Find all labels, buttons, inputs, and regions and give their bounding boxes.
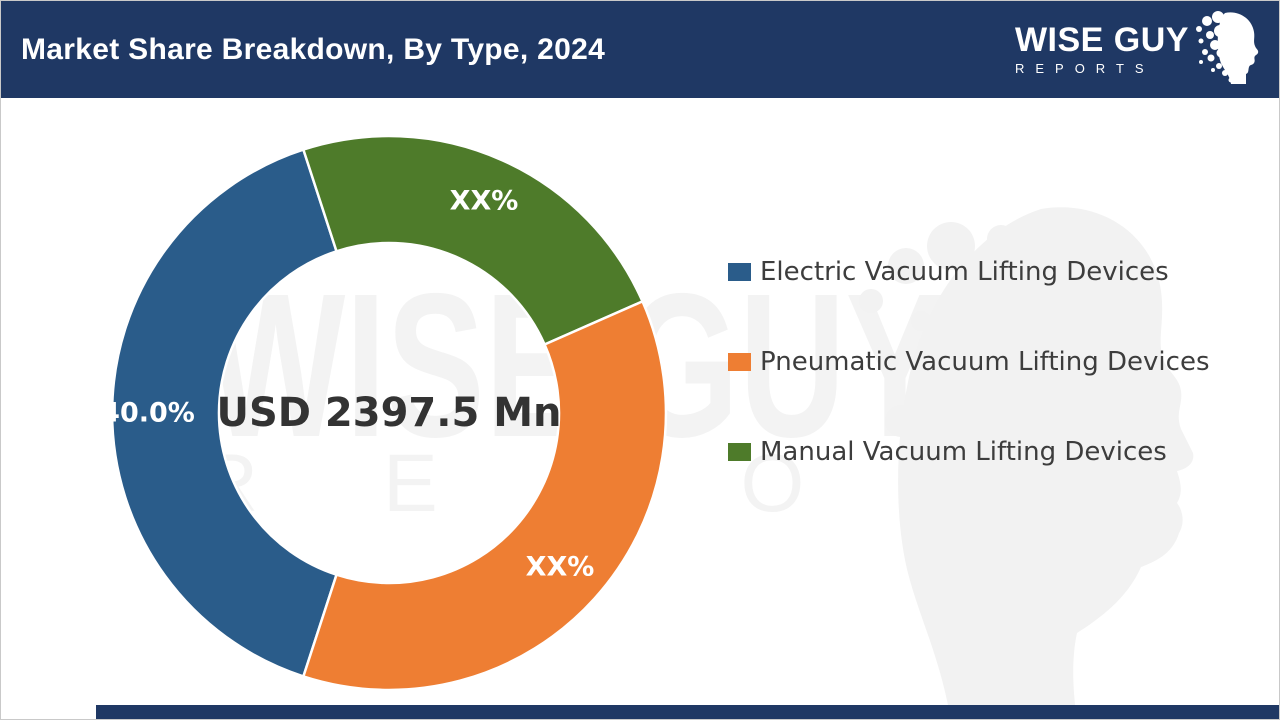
header-bar: Market Share Breakdown, By Type, 2024 WI… [1, 1, 1279, 98]
legend-label-manual: Manual Vacuum Lifting Devices [760, 437, 1167, 467]
footer-bar [96, 705, 1279, 719]
logo-wordmark: WISE GUY REPORTS [1015, 23, 1189, 76]
legend-swatch-electric [728, 263, 751, 281]
watermark-face [859, 207, 1194, 719]
logo-title: WISE GUY [1014, 21, 1189, 59]
legend-swatch-pneumatic [728, 353, 751, 371]
chart-center-value: USD 2397.5 Mn [216, 390, 562, 436]
logo-subtitle: REPORTS [1014, 61, 1155, 76]
legend-label-electric: Electric Vacuum Lifting Devices [760, 257, 1169, 287]
legend-item-pneumatic: Pneumatic Vacuum Lifting Devices [728, 347, 1210, 377]
donut-slice [301, 299, 668, 692]
legend-swatch-manual [728, 443, 751, 461]
donut-slice [301, 134, 645, 347]
logo-face-icon [1196, 10, 1259, 84]
chart-legend: Electric Vacuum Lifting Devices Pneumati… [728, 257, 1210, 467]
wise-guy-reports-logo: WISE GUY REPORTS [1015, 10, 1261, 90]
legend-label-pneumatic: Pneumatic Vacuum Lifting Devices [760, 347, 1210, 377]
legend-item-electric: Electric Vacuum Lifting Devices [728, 257, 1210, 287]
legend-item-manual: Manual Vacuum Lifting Devices [728, 437, 1210, 467]
donut-slice [110, 148, 339, 678]
page-title: Market Share Breakdown, By Type, 2024 [21, 32, 606, 66]
